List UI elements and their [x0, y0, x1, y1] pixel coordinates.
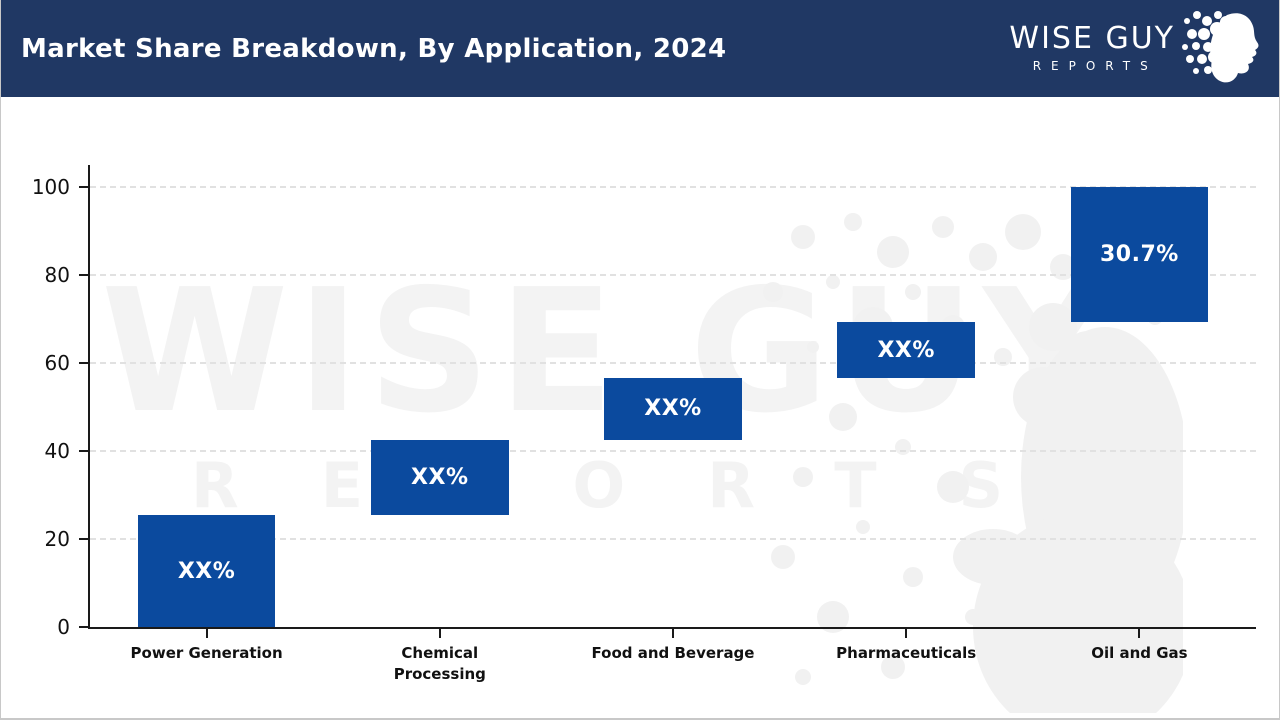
bar-value-label: 30.7% [1099, 242, 1179, 268]
bar-oil-and-gas: 30.7% [1070, 187, 1209, 323]
bar-value-label: XX% [177, 558, 236, 584]
x-axis-category-label: Pharmaceuticals [836, 644, 977, 662]
watermark-reports-text: REPORTS [191, 449, 1086, 522]
y-tick-mark [79, 186, 88, 188]
x-tick-mark [1138, 629, 1141, 638]
chart-title: Market Share Breakdown, By Application, … [21, 33, 727, 64]
gridline-100 [90, 186, 1256, 188]
watermark-head-icon [763, 213, 1183, 713]
bar-pharmaceuticals: XX% [837, 322, 975, 378]
y-tick-mark [79, 274, 88, 276]
brand-name: WISE GUY [1009, 21, 1175, 56]
y-tick-label: 20 [44, 527, 70, 551]
brand-subname: REPORTS [1032, 59, 1158, 73]
bar-value-label: XX% [877, 337, 935, 363]
x-axis-category-label: Power Generation [130, 644, 283, 662]
y-tick-label: 100 [31, 175, 70, 199]
bar-value-label: XX% [644, 396, 702, 422]
y-tick-label: 0 [57, 615, 70, 639]
y-tick-label: 80 [44, 263, 70, 287]
x-tick-mark [672, 629, 674, 638]
x-axis-category-label: Food and Beverage [591, 644, 755, 662]
x-tick-mark [905, 629, 908, 638]
x-tick-mark [438, 629, 441, 638]
y-tick-mark [79, 450, 88, 452]
x-tick-mark [205, 629, 208, 638]
y-tick-mark [79, 626, 88, 628]
gridline-80 [90, 274, 1256, 276]
header: Market Share Breakdown, By Application, … [1, 0, 1279, 97]
plot-area: 0 20 40 60 80 100 XX% Power Generation XX% Chemic… [32, 165, 1256, 683]
brand-head-icon [1182, 10, 1259, 82]
brand-logo: WISE GUY REPORTS [1009, 7, 1265, 91]
x-axis-category-label: Chemical Processing [393, 644, 486, 683]
brand-logo-text: WISE GUY REPORTS [1009, 21, 1175, 74]
x-axis-category-label: Oil and Gas [1091, 644, 1188, 662]
y-tick-label: 40 [44, 439, 70, 463]
gridline-20 [90, 538, 1256, 540]
bar-chemical-processing: XX% [371, 439, 509, 516]
y-tick-mark [79, 362, 88, 364]
bar-food-and-beverage: XX% [604, 377, 742, 440]
y-tick-label: 60 [44, 351, 70, 375]
gridline-60 [90, 362, 1256, 364]
chart-area: WISE GUY REPORTS 0 20 40 60 80 100 XX% Power Ge [1, 97, 1279, 718]
bar-power-generation: XX% [137, 515, 276, 627]
bar-value-label: XX% [411, 464, 469, 490]
gridline-40 [90, 450, 1256, 452]
y-tick-mark [79, 538, 88, 540]
